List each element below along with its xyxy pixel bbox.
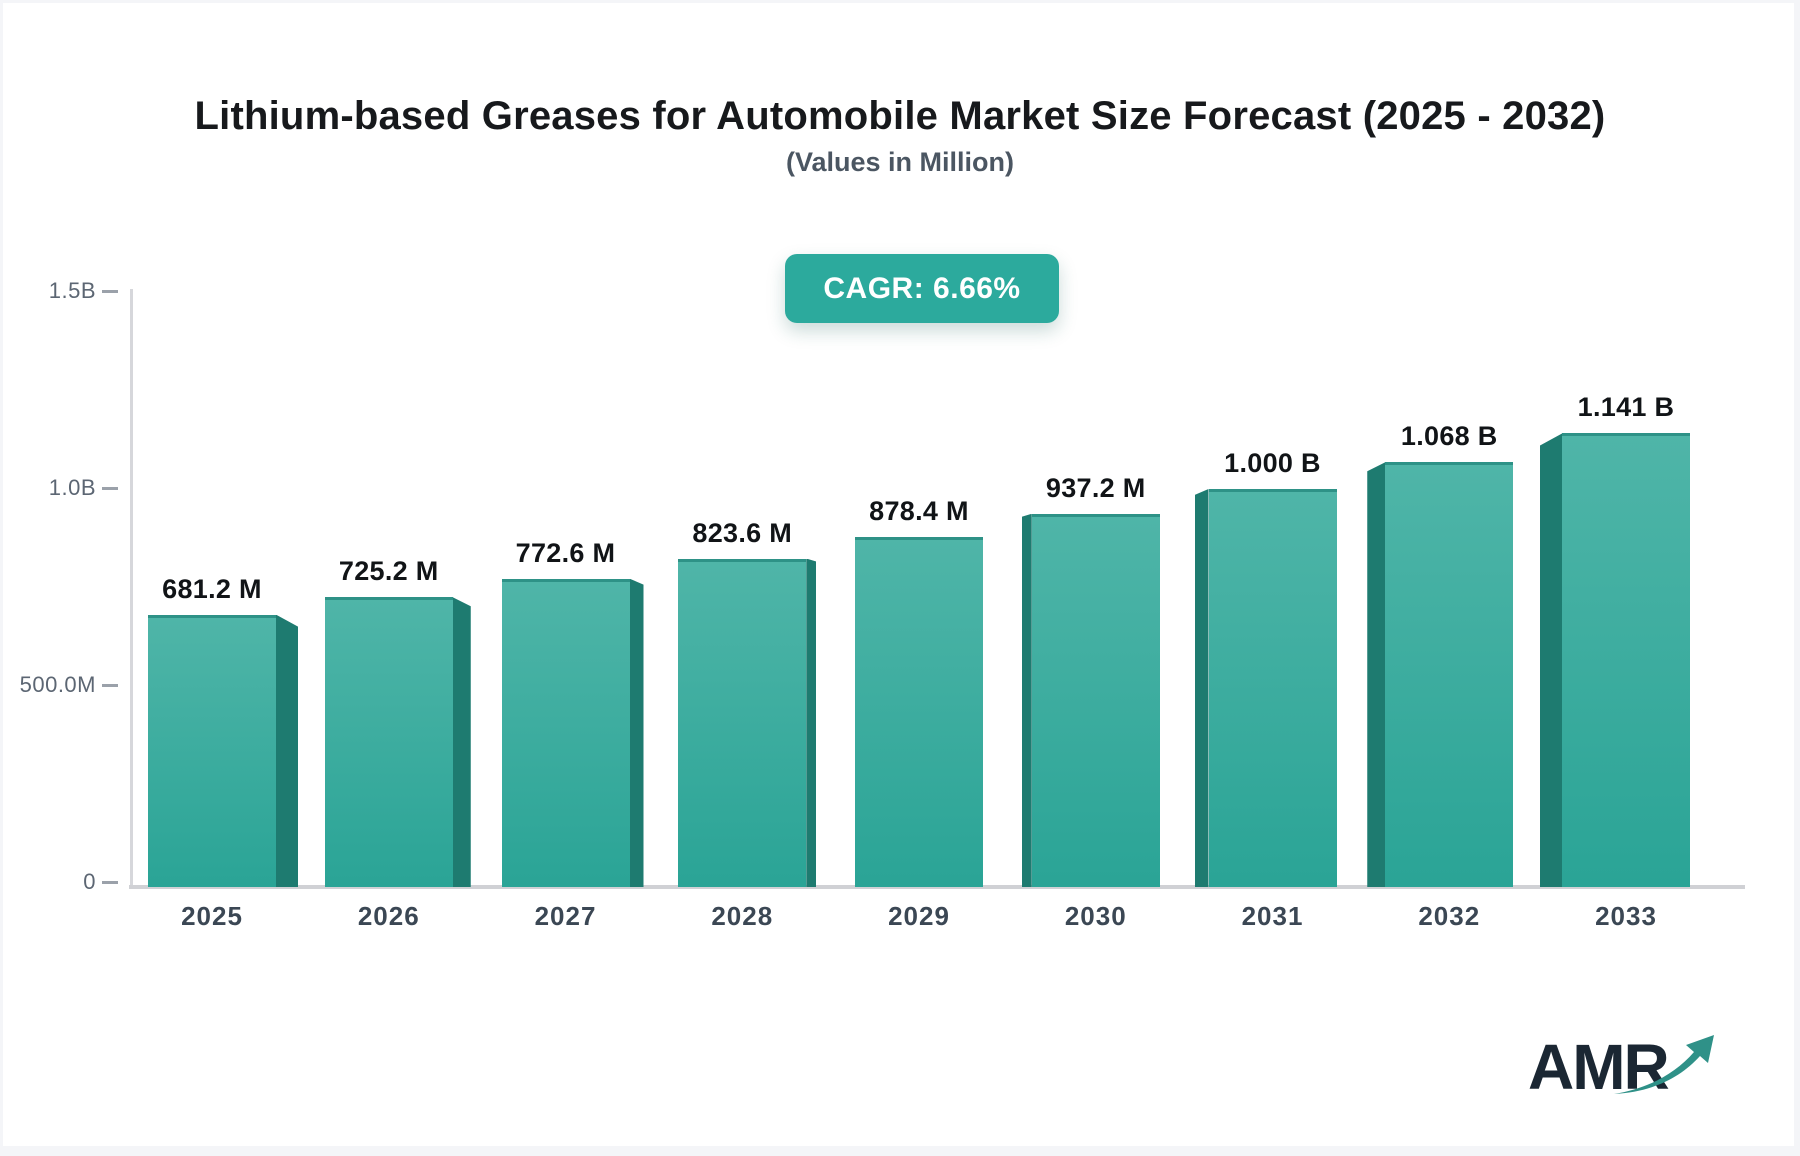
x-axis-label-2033: 2033 bbox=[1595, 901, 1657, 931]
x-axis-baseline bbox=[129, 885, 1745, 889]
y-tick-label: 1.0B bbox=[48, 475, 96, 500]
bar-2028[interactable] bbox=[678, 558, 807, 887]
amr-logo: AMR bbox=[1528, 1030, 1728, 1110]
y-tick-label: 1.5B bbox=[48, 278, 96, 303]
x-axis-label-2026: 2026 bbox=[357, 901, 420, 931]
bar-side-panel-2031 bbox=[1194, 489, 1209, 887]
x-axis-label-2028: 2028 bbox=[711, 901, 774, 931]
bar-value-label-2027: 772.6 M bbox=[515, 537, 616, 568]
bar-2030[interactable] bbox=[1031, 513, 1160, 887]
y-tick-label: 0 bbox=[83, 869, 96, 894]
y-tick-dash bbox=[102, 289, 118, 293]
bar-value-label-2026: 725.2 M bbox=[338, 556, 439, 587]
y-tick-dash bbox=[102, 880, 118, 884]
x-axis-label-2025: 2025 bbox=[181, 901, 243, 931]
bar-2027[interactable] bbox=[501, 578, 630, 887]
x-axis-label-2030: 2030 bbox=[1064, 901, 1127, 931]
y-tick-dash bbox=[102, 486, 118, 490]
bar-value-label-2025: 681.2 M bbox=[162, 573, 262, 604]
bar-2032[interactable] bbox=[1385, 462, 1514, 887]
bar-value-label-2029: 878.4 M bbox=[869, 495, 969, 526]
bar-side-panel-2028 bbox=[806, 558, 817, 887]
x-axis-label-2032: 2032 bbox=[1418, 901, 1481, 931]
x-axis-label-2027: 2027 bbox=[534, 901, 597, 931]
bar-value-label-2031: 1.000 B bbox=[1224, 448, 1321, 478]
y-tick-label: 500.0M bbox=[19, 672, 96, 697]
bar-2033[interactable] bbox=[1562, 433, 1690, 887]
bar-side-panel-2033 bbox=[1540, 433, 1562, 887]
amr-logo-text: AMR bbox=[1528, 1031, 1670, 1103]
bar-side-panel-2027 bbox=[629, 578, 644, 887]
bar-value-label-2028: 823.6 M bbox=[692, 517, 793, 548]
cagr-badge: CAGR: 6.66% bbox=[785, 254, 1059, 323]
chart-subtitle: (Values in Million) bbox=[785, 147, 1015, 177]
bar-value-label-2033: 1.141 B bbox=[1577, 392, 1675, 423]
bar-2031[interactable] bbox=[1208, 489, 1337, 887]
bar-value-label-2030: 937.2 M bbox=[1045, 472, 1146, 503]
x-axis-label-2029: 2029 bbox=[888, 901, 950, 931]
bar-side-panel-2026 bbox=[452, 597, 471, 887]
growth-arrow-icon bbox=[1614, 1035, 1714, 1094]
bar-side-panel-2030 bbox=[1021, 513, 1032, 887]
bar-2025[interactable] bbox=[148, 614, 276, 887]
bar-value-label-2032: 1.068 B bbox=[1400, 421, 1498, 452]
bar-2029[interactable] bbox=[855, 536, 983, 887]
bar-side-panel-2025 bbox=[276, 614, 298, 887]
y-tick-dash bbox=[102, 683, 118, 687]
y-axis-line bbox=[130, 289, 133, 888]
bar-2026[interactable] bbox=[324, 597, 453, 887]
chart-title: Lithium-based Greases for Automobile Mar… bbox=[194, 94, 1606, 138]
bar-side-panel-2032 bbox=[1367, 462, 1386, 887]
x-axis-label-2031: 2031 bbox=[1241, 901, 1304, 931]
